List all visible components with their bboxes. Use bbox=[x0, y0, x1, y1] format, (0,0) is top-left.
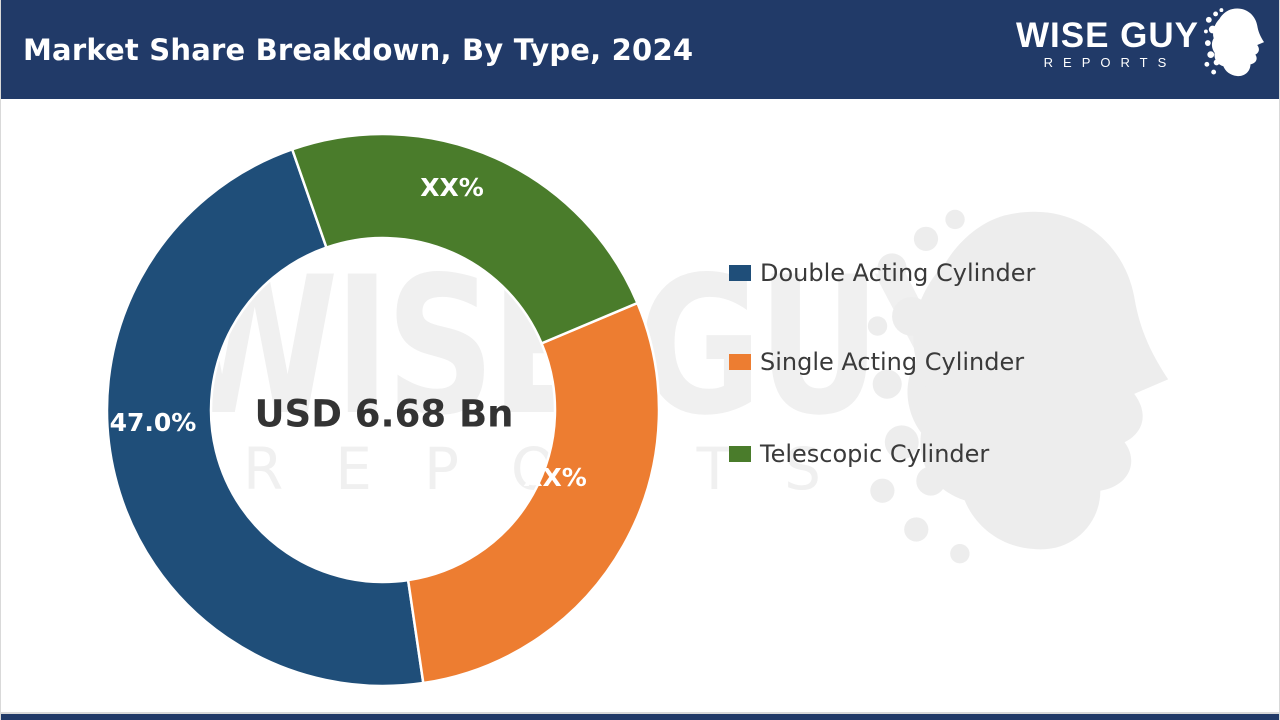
donut-slice-1 bbox=[406, 301, 661, 685]
header: Market Share Breakdown, By Type, 2024 WI… bbox=[1, 0, 1279, 99]
donut-center-label: USD 6.68 Bn bbox=[254, 392, 514, 436]
slice-label-0: 47.0% bbox=[110, 408, 197, 437]
logo-sub-text: REPORTS bbox=[1043, 54, 1177, 70]
logo-face-icon bbox=[1203, 8, 1265, 77]
legend-swatch-orange bbox=[729, 354, 751, 370]
legend-swatch-green bbox=[729, 446, 751, 462]
donut-slice-0 bbox=[105, 147, 425, 688]
slice-label-1: XX% bbox=[523, 463, 587, 492]
footer-bar bbox=[1, 714, 1279, 720]
legend-swatch-blue bbox=[729, 265, 751, 281]
wise-guy-logo: WISE GUY REPORTS bbox=[1016, 6, 1265, 82]
page-title: Market Share Breakdown, By Type, 2024 bbox=[23, 32, 694, 67]
legend-label: Telescopic Cylinder bbox=[760, 440, 990, 468]
logo-brand-text: WISE GUY bbox=[1015, 16, 1199, 56]
bottom-divider bbox=[1, 712, 1279, 714]
logo-text: WISE GUY REPORTS bbox=[1015, 16, 1199, 70]
slice-label-2: XX% bbox=[420, 173, 484, 202]
legend-item-telescopic: Telescopic Cylinder bbox=[729, 440, 989, 468]
legend-item-single-acting: Single Acting Cylinder bbox=[729, 348, 1024, 376]
legend-label: Double Acting Cylinder bbox=[760, 259, 1036, 287]
donut-slice-2 bbox=[290, 132, 640, 345]
legend-item-double-acting: Double Acting Cylinder bbox=[729, 259, 1035, 287]
legend-label: Single Acting Cylinder bbox=[760, 348, 1025, 376]
